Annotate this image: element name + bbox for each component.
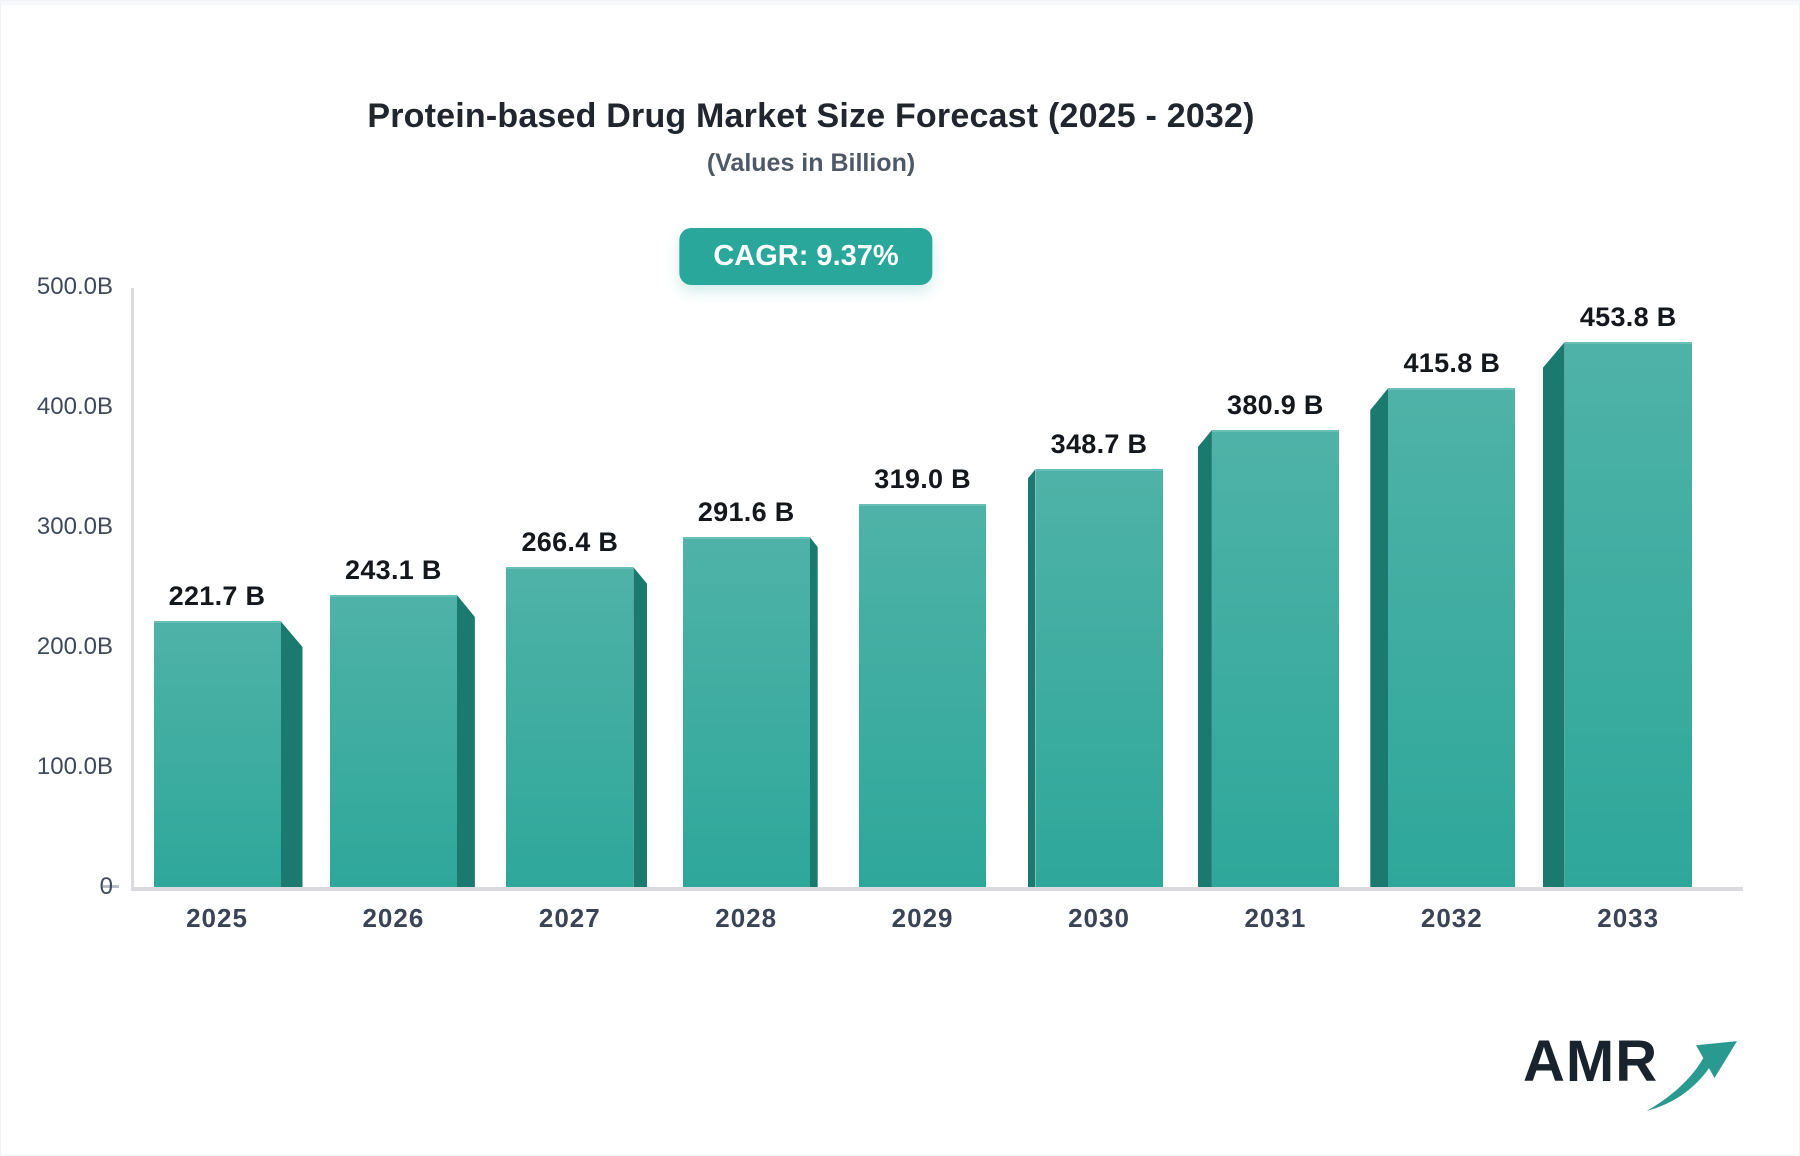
bar-value-label: 243.1 B [345, 555, 442, 585]
bar-value-label: 453.8 B [1579, 302, 1677, 332]
bar-value-label: 266.4 B [521, 527, 619, 557]
x-axis-label: 2033 [1597, 903, 1660, 933]
x-axis-label: 2032 [1420, 903, 1483, 933]
bar-value-label: 380.9 B [1227, 390, 1324, 420]
bar [329, 595, 457, 887]
bar-side-face [633, 567, 648, 887]
bar [1211, 430, 1339, 887]
bar-side-face [809, 537, 818, 887]
bar-side-face [456, 595, 475, 887]
amr-logo-text: AMR [1523, 1029, 1659, 1094]
bar [506, 567, 634, 887]
y-axis-label: 100.0B [36, 753, 113, 780]
bar-value-label: 221.7 B [168, 581, 266, 611]
x-axis-line [131, 887, 1743, 891]
y-axis-label: 500.0B [36, 273, 113, 300]
y-axis-label: 0 [99, 873, 113, 900]
cagr-badge-label: CAGR: 9.37% [713, 240, 899, 272]
chart-title: Protein-based Drug Market Size Forecast … [367, 97, 1255, 135]
bar [682, 537, 810, 887]
bar-side-face [1370, 388, 1389, 887]
x-axis-label: 2031 [1244, 903, 1307, 933]
zero-tick-mark [103, 885, 119, 888]
top-edge-strip [1, 1, 1799, 5]
bar-value-label: 319.0 B [874, 464, 971, 494]
amr-logo: AMR [1523, 1031, 1746, 1117]
bar-side-face [280, 621, 303, 887]
bar-side-face [1542, 342, 1565, 887]
logo-trend-arrow-icon [1646, 1041, 1738, 1111]
x-axis-label: 2026 [362, 903, 425, 933]
x-axis-label: 2030 [1068, 903, 1130, 933]
bar [1388, 388, 1516, 887]
bar-value-label: 415.8 B [1403, 348, 1501, 378]
bar-value-label: 291.6 B [697, 497, 795, 527]
x-axis-label: 2028 [715, 903, 778, 933]
x-axis-label: 2029 [891, 903, 954, 933]
y-axis-label: 400.0B [36, 393, 113, 420]
cagr-badge: CAGR: 9.37% [679, 228, 933, 285]
bar-side-face [1027, 469, 1036, 887]
y-axis-label: 300.0B [36, 513, 113, 540]
bar [859, 504, 987, 887]
bar [1035, 469, 1163, 887]
bar [153, 621, 281, 887]
x-axis-label: 2025 [186, 903, 248, 933]
bar-value-label: 348.7 B [1050, 429, 1148, 459]
chart-subtitle: (Values in Billion) [706, 149, 916, 177]
y-axis-line [131, 288, 134, 889]
y-axis-label: 200.0B [36, 633, 113, 660]
bar [1564, 342, 1692, 887]
x-axis-label: 2027 [538, 903, 601, 933]
bar-side-face [1197, 430, 1212, 887]
